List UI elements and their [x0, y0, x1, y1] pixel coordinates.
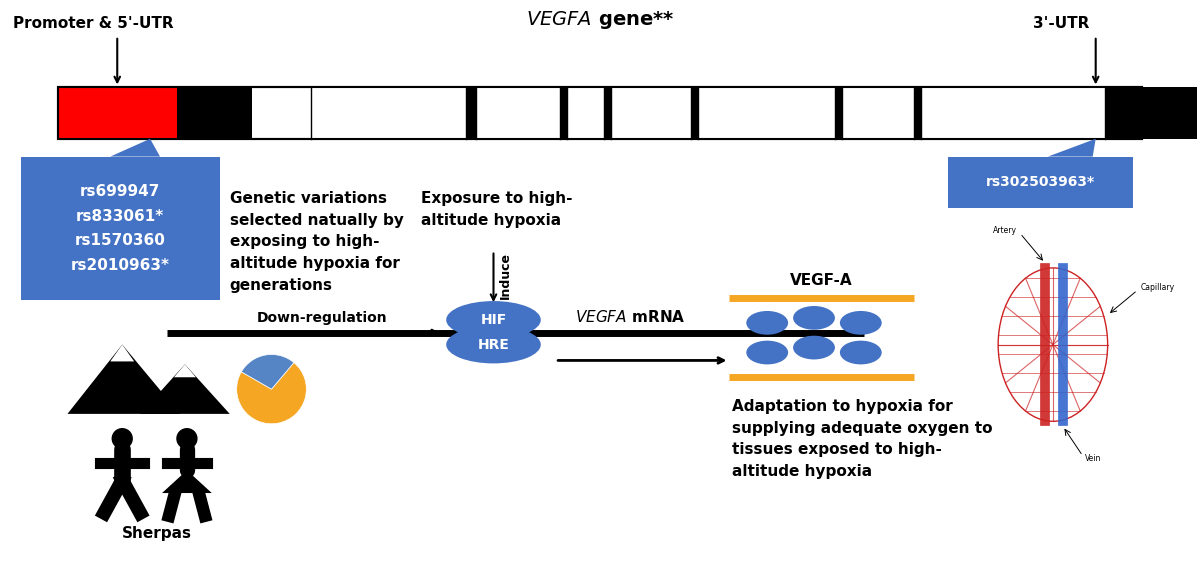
Bar: [475, 87, 560, 139]
Ellipse shape: [746, 341, 788, 364]
Ellipse shape: [746, 311, 788, 335]
Bar: [611, 87, 690, 139]
Ellipse shape: [793, 336, 835, 359]
Text: rs699947
rs833061*
rs1570360
rs2010963*: rs699947 rs833061* rs1570360 rs2010963*: [71, 184, 169, 273]
Text: Down-regulation: Down-regulation: [257, 311, 388, 325]
Text: Promoter & 5'-UTR: Promoter & 5'-UTR: [13, 16, 173, 31]
Polygon shape: [1048, 139, 1096, 156]
Text: HRE: HRE: [478, 337, 510, 352]
Text: 3'-UTR: 3'-UTR: [1033, 16, 1090, 31]
Polygon shape: [110, 139, 160, 156]
Text: Induce: Induce: [498, 252, 511, 299]
Bar: [835, 87, 842, 139]
Bar: [466, 87, 475, 139]
Text: $\mathit{VEGFA}$ gene**: $\mathit{VEGFA}$ gene**: [526, 9, 674, 31]
Polygon shape: [140, 364, 229, 414]
Ellipse shape: [793, 306, 835, 330]
Ellipse shape: [840, 311, 882, 335]
Ellipse shape: [446, 301, 541, 339]
Bar: [176, 87, 252, 139]
Polygon shape: [162, 470, 212, 493]
Circle shape: [113, 429, 132, 449]
Bar: [842, 87, 913, 139]
Bar: [697, 87, 835, 139]
Bar: [690, 87, 697, 139]
Text: Artery: Artery: [994, 226, 1018, 235]
Wedge shape: [241, 355, 294, 389]
Polygon shape: [67, 344, 180, 414]
FancyBboxPatch shape: [948, 156, 1133, 208]
Bar: [604, 87, 611, 139]
Text: Sherpas: Sherpas: [122, 525, 192, 540]
Bar: [1105, 87, 1198, 139]
Polygon shape: [174, 364, 196, 377]
FancyBboxPatch shape: [20, 156, 220, 300]
Text: Vein: Vein: [1085, 454, 1102, 464]
Bar: [920, 87, 1105, 139]
Bar: [913, 87, 920, 139]
Text: HIF: HIF: [480, 313, 506, 327]
Bar: [58, 87, 1142, 139]
Text: Adaptation to hypoxia for
supplying adequate oxygen to
tissues exposed to high-
: Adaptation to hypoxia for supplying adeq…: [732, 399, 992, 479]
Text: Capillary: Capillary: [1140, 282, 1175, 292]
Bar: [58, 87, 176, 139]
Polygon shape: [110, 344, 134, 362]
Text: VEGF-A: VEGF-A: [790, 273, 852, 288]
Circle shape: [176, 429, 197, 449]
Text: $\mathit{VEGFA}$ mRNA: $\mathit{VEGFA}$ mRNA: [575, 309, 685, 325]
Text: Genetic variations
selected natually by
exposing to high-
altitude hypoxia for
g: Genetic variations selected natually by …: [229, 191, 403, 293]
Wedge shape: [236, 363, 306, 424]
Bar: [560, 87, 568, 139]
Ellipse shape: [446, 326, 541, 363]
Bar: [568, 87, 604, 139]
Bar: [311, 87, 466, 139]
Bar: [58, 87, 1142, 139]
Text: rs302503963*: rs302503963*: [986, 175, 1096, 189]
Text: Exposure to high-
altitude hypoxia: Exposure to high- altitude hypoxia: [421, 191, 572, 228]
Ellipse shape: [840, 341, 882, 364]
